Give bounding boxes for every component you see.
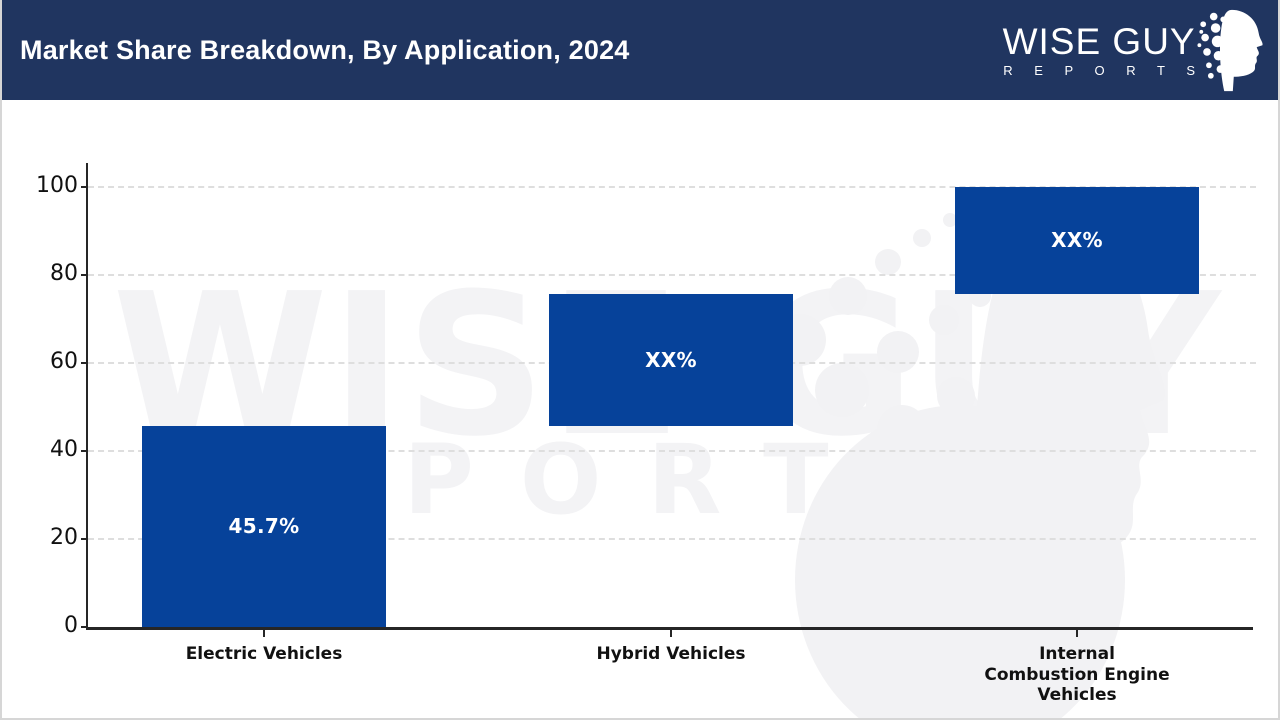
chart-canvas: WISE GUY REPORTS 02040608010045.7%Electr…	[0, 100, 1280, 720]
y-axis-tick	[81, 626, 88, 628]
y-axis-tick	[81, 362, 88, 364]
bar-2: XX%	[549, 293, 793, 426]
y-axis-tick-label: 60	[50, 349, 78, 374]
bar-3: XX%	[955, 187, 1199, 294]
y-gridline	[88, 538, 1256, 540]
x-axis-category-label: Hybrid Vehicles	[596, 644, 746, 664]
y-axis-tick-label: 40	[50, 437, 78, 462]
y-axis-line	[86, 163, 88, 630]
x-axis-tick	[670, 630, 672, 637]
logo-wordmark: WISE GUY	[1002, 20, 1196, 62]
y-axis-tick	[81, 274, 88, 276]
bar-value-label: XX%	[1051, 228, 1103, 253]
y-gridline	[88, 186, 1256, 188]
bar-value-label: 45.7%	[228, 514, 300, 539]
y-axis-tick-label: 80	[50, 261, 78, 286]
y-gridline	[88, 274, 1256, 276]
logo-head-profile-icon	[1197, 9, 1263, 92]
y-axis-tick-label: 0	[64, 613, 78, 638]
page-title: Market Share Breakdown, By Application, …	[20, 34, 630, 65]
wise-guy-reports-logo: WISE GUY R E P O R T S	[994, 7, 1266, 93]
x-axis-tick	[263, 630, 265, 637]
logo-subtitle: R E P O R T S	[1003, 62, 1204, 78]
x-axis-line	[86, 627, 1253, 630]
x-axis-category-label: Electric Vehicles	[185, 644, 343, 664]
bar-value-label: XX%	[645, 347, 697, 372]
y-axis-tick-label: 20	[50, 525, 78, 550]
logo-text: WISE GUY R E P O R T S	[994, 23, 1204, 78]
y-axis-tick	[81, 450, 88, 452]
x-axis-category-label: Internal Combustion Engine Vehicles	[984, 644, 1170, 706]
header-bar: Market Share Breakdown, By Application, …	[0, 0, 1280, 100]
y-gridline	[88, 450, 1256, 452]
bar-1: 45.7%	[142, 425, 386, 627]
x-axis-tick	[1076, 630, 1078, 637]
y-axis-tick	[81, 186, 88, 188]
y-axis-tick-label: 100	[36, 173, 78, 198]
y-axis-tick	[81, 538, 88, 540]
